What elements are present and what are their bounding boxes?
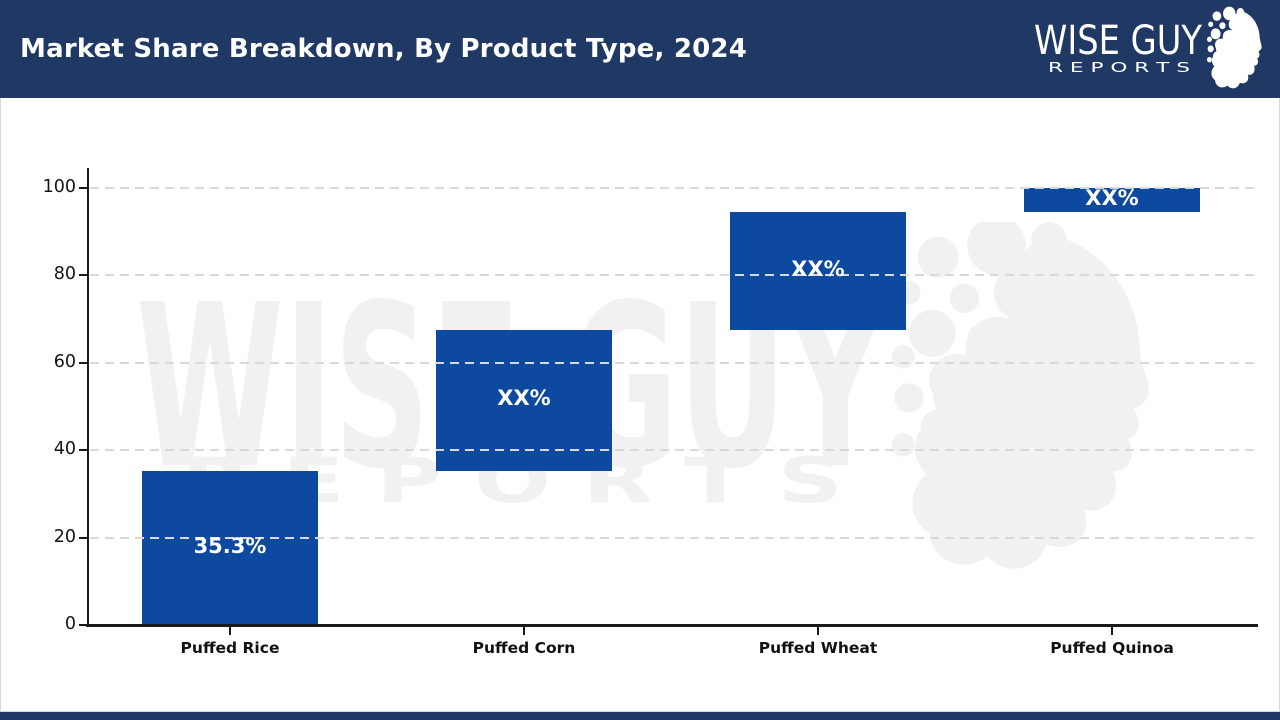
- y-tick-mark: [79, 449, 87, 452]
- y-tick-mark: [79, 624, 87, 626]
- page-title: Market Share Breakdown, By Product Type,…: [20, 34, 747, 64]
- gridline: [90, 361, 1258, 364]
- y-tick-mark: [79, 187, 87, 189]
- y-tick-label: 0: [64, 614, 76, 634]
- y-tick-label: 80: [53, 264, 76, 285]
- x-tick-mark: [817, 627, 819, 635]
- x-tick-mark: [229, 627, 231, 635]
- y-tick-label: 60: [53, 351, 76, 372]
- y-tick-label: 40: [53, 439, 76, 460]
- footer-bar: [0, 712, 1280, 720]
- gridline: [90, 274, 1258, 277]
- gridline: [90, 187, 1258, 189]
- gridline: [90, 449, 1258, 452]
- y-tick-label: 100: [42, 177, 76, 197]
- x-category-label: Puffed Rice: [180, 639, 280, 657]
- bar-value-label: XX%: [791, 257, 845, 282]
- logo-line2: R E P O R T S: [1048, 61, 1190, 76]
- wise-guy-logo: WISE GUY R E P O R T S: [1024, 0, 1274, 98]
- gridline: [90, 536, 1258, 539]
- x-axis-line: [86, 624, 1258, 627]
- bar: [730, 212, 906, 331]
- x-tick-mark: [1111, 627, 1113, 635]
- x-category-label: Puffed Wheat: [758, 639, 878, 657]
- y-tick-mark: [79, 274, 87, 277]
- x-tick-mark: [523, 627, 525, 635]
- logo-head-icon: [1206, 6, 1262, 89]
- y-tick-label: 20: [53, 526, 76, 547]
- logo-line1: WISE GUY: [1034, 18, 1202, 64]
- bar: [1024, 188, 1200, 213]
- bar: [436, 330, 612, 471]
- bar: [142, 470, 318, 625]
- x-category-label: Puffed Corn: [472, 639, 576, 657]
- y-tick-mark: [79, 361, 87, 364]
- bar-value-label: XX%: [1085, 186, 1139, 211]
- bar-value-label: 35.3%: [193, 533, 267, 558]
- bar-value-label: XX%: [497, 386, 551, 411]
- y-tick-mark: [79, 536, 87, 539]
- header-bar: Market Share Breakdown, By Product Type,…: [0, 0, 1280, 98]
- y-axis-line: [87, 168, 89, 627]
- x-category-label: Puffed Quinoa: [1050, 639, 1174, 657]
